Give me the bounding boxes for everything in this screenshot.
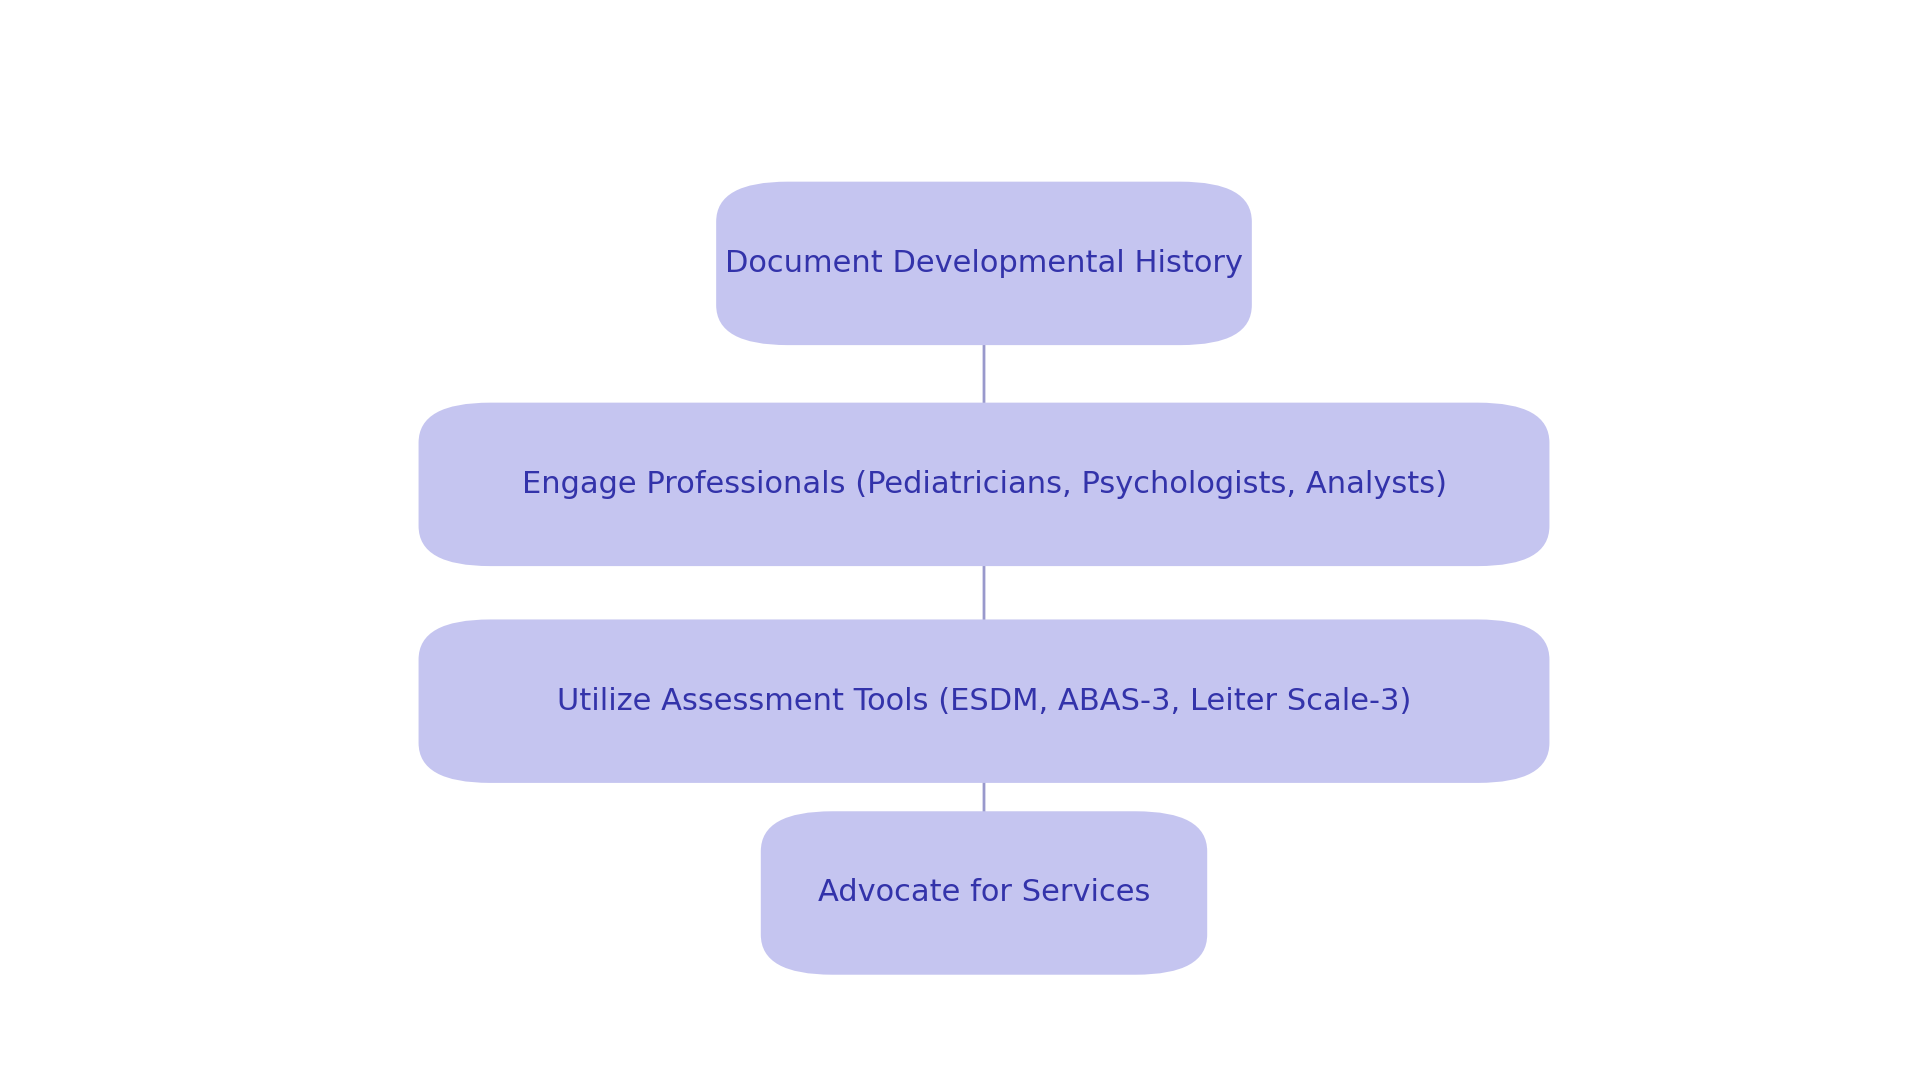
Text: Utilize Assessment Tools (ESDM, ABAS-3, Leiter Scale-3): Utilize Assessment Tools (ESDM, ABAS-3, … (557, 687, 1411, 716)
FancyBboxPatch shape (716, 182, 1252, 345)
Text: Advocate for Services: Advocate for Services (818, 878, 1150, 908)
FancyBboxPatch shape (419, 403, 1549, 566)
FancyBboxPatch shape (760, 811, 1208, 975)
Text: Engage Professionals (Pediatricians, Psychologists, Analysts): Engage Professionals (Pediatricians, Psy… (522, 470, 1446, 499)
FancyBboxPatch shape (419, 619, 1549, 783)
Text: Document Developmental History: Document Developmental History (726, 249, 1242, 278)
